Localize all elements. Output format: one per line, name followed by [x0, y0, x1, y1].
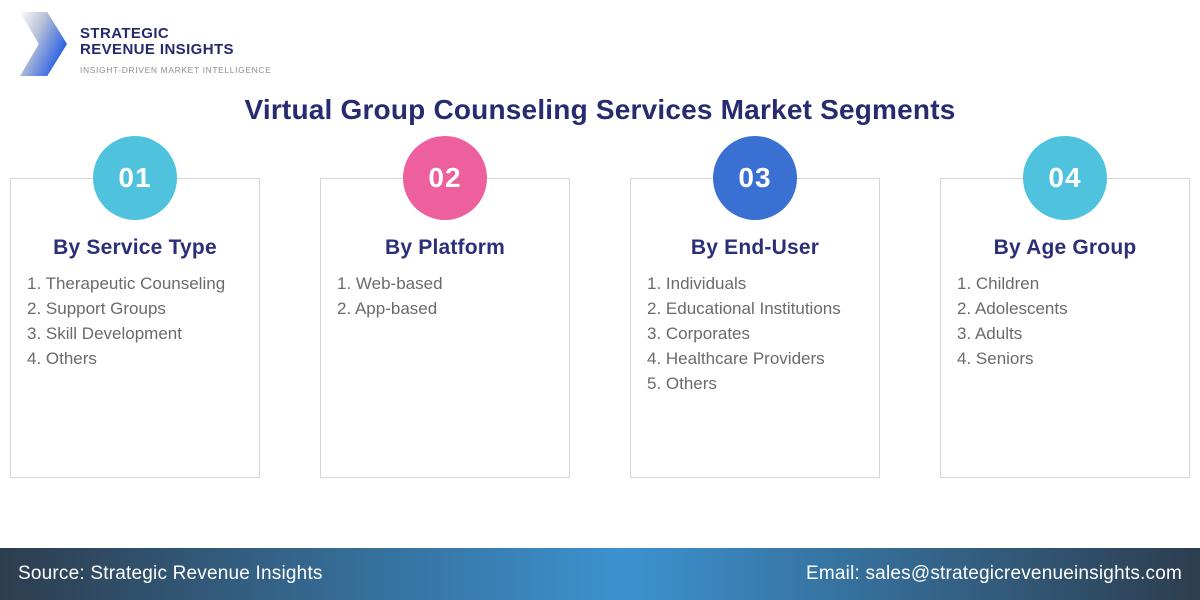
segment-item-list: 1. Web-based 2. App-based: [321, 271, 569, 321]
segment-column-platform: 02 By Platform 1. Web-based 2. App-based: [320, 136, 570, 478]
segment-item: 4. Healthcare Providers: [647, 349, 825, 368]
segment-item: 1. Children: [957, 274, 1040, 293]
segment-item: 5. Others: [647, 374, 717, 393]
segment-item: 1. Therapeutic Counseling: [27, 274, 226, 293]
segment-item: 3. Skill Development: [27, 324, 182, 343]
segment-item: 4. Others: [27, 349, 97, 368]
segment-column-end-user: 03 By End-User 1. Individuals 2. Educatio…: [630, 136, 880, 478]
segment-column-age-group: 04 By Age Group 1. Children 2. Adolescent…: [940, 136, 1190, 478]
page-title: Virtual Group Counseling Services Market…: [244, 94, 956, 125]
segment-item: 2. App-based: [337, 299, 438, 318]
segment-item-list: 1. Therapeutic Counseling 2. Support Grou…: [11, 271, 259, 371]
footer-email-text: Email: sales@strategicrevenueinsights.co…: [806, 563, 1182, 584]
segment-cards-row: 01 By Service Type 1. Therapeutic Counse…: [0, 136, 1200, 478]
segment-heading: By Platform: [384, 236, 506, 259]
brand-name-line2: REVENUE INSIGHTS: [80, 40, 234, 58]
segment-column-service-type: 01 By Service Type 1. Therapeutic Counse…: [10, 136, 260, 478]
chevron-right-icon: [20, 12, 67, 76]
segment-number-badge-03: 03: [713, 136, 797, 220]
brand-name-line1: STRATEGIC: [80, 25, 170, 42]
segment-item: 1. Individuals: [647, 274, 747, 293]
segment-card-platform: By Platform 1. Web-based 2. App-based: [320, 178, 570, 478]
brand-text-block: STRATEGIC REVENUE INSIGHTS INSIGHT-DRIVE…: [80, 26, 271, 75]
segment-number-badge-01: 01: [93, 136, 177, 220]
segment-item: 3. Corporates: [647, 324, 750, 343]
segment-item: 4. Seniors: [957, 349, 1034, 368]
segment-number-badge-04: 04: [1023, 136, 1107, 220]
segment-item: 3. Adults: [957, 324, 1023, 343]
segment-item: 2. Support Groups: [27, 299, 166, 318]
segment-item: 2. Educational Institutions: [647, 299, 841, 318]
segment-item-list: 1. Children 2. Adolescents 3. Adults 4. Sen…: [941, 271, 1189, 371]
segment-item: 2. Adolescents: [957, 299, 1068, 318]
brand-tagline: INSIGHT-DRIVEN MARKET INTELLIGENCE: [80, 65, 272, 75]
footer-bar: Source: Strategic Revenue Insights Email…: [0, 548, 1200, 600]
segment-card-age-group: By Age Group 1. Children 2. Adolescents 3.…: [940, 178, 1190, 478]
segment-item-list: 1. Individuals 2. Educational Institution…: [631, 271, 879, 396]
segment-heading: By Age Group: [993, 236, 1137, 259]
segment-card-service-type: By Service Type 1. Therapeutic Counselin…: [10, 178, 260, 478]
segment-heading: By Service Type: [53, 236, 217, 259]
segment-item: 1. Web-based: [337, 274, 443, 293]
segment-card-end-user: By End-User 1. Individuals 2. Educational…: [630, 178, 880, 478]
brand-logo: STRATEGIC REVENUE INSIGHTS INSIGHT-DRIVE…: [20, 12, 271, 76]
segment-heading: By End-User: [690, 236, 820, 259]
segment-number-badge-02: 02: [403, 136, 487, 220]
footer-source-text: Source: Strategic Revenue Insights: [18, 563, 323, 584]
